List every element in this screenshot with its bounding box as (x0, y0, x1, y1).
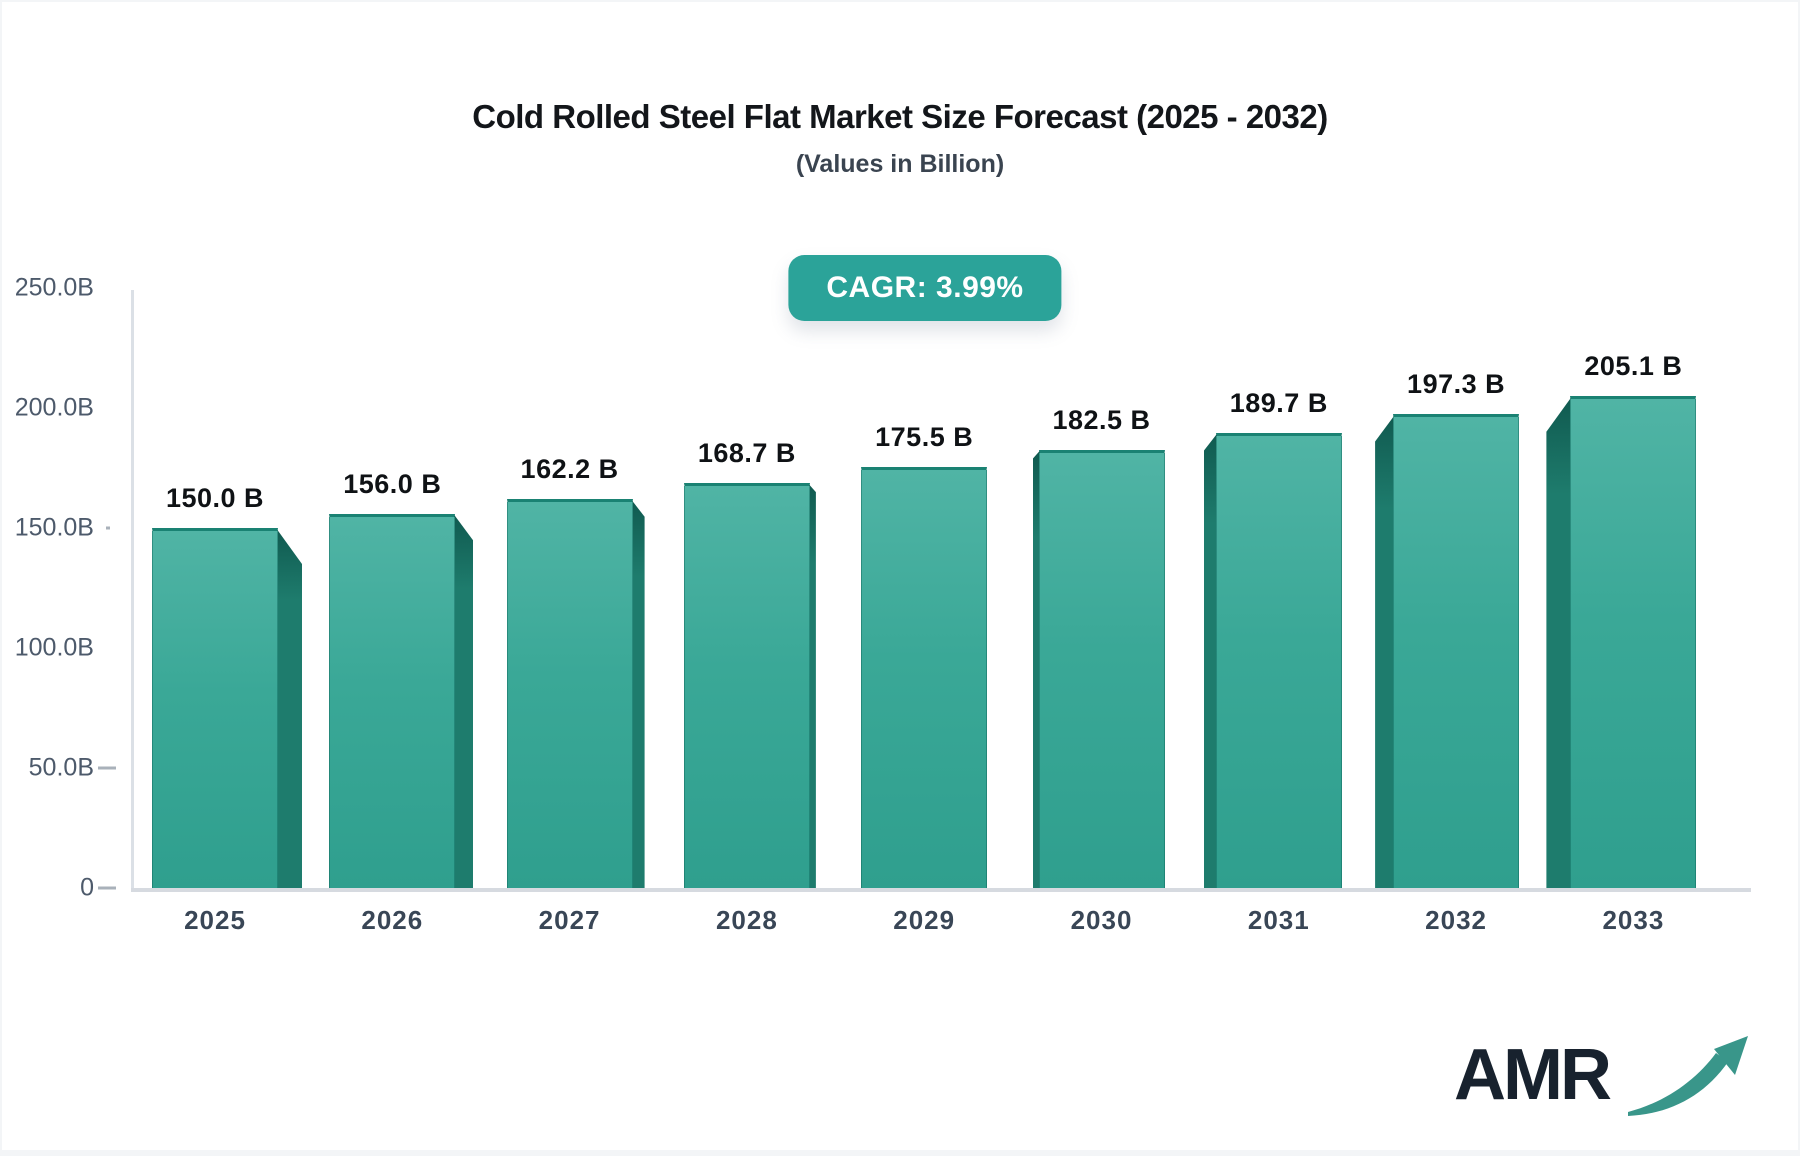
bar-value-label-2026: 156.0 B (343, 468, 442, 499)
bar-value-label-2033: 205.1 B (1584, 350, 1683, 381)
bar-value-label-2028: 168.7 B (697, 438, 796, 469)
y-axis-tick-label: 50.0B (28, 753, 94, 782)
bar-value-label-2027: 162.2 B (520, 453, 619, 484)
x-axis-label-2028: 2028 (715, 905, 778, 935)
chart-title: Cold Rolled Steel Flat Market Size Forec… (472, 98, 1328, 135)
bar-2027 (506, 498, 633, 888)
x-axis-label-2029: 2029 (893, 905, 956, 935)
y-axis-tick-mark (106, 526, 110, 530)
y-axis-tick-mark (98, 886, 116, 890)
bar-2026 (329, 513, 456, 888)
bar-side-face-2031 (1203, 432, 1218, 888)
amr-logo: AMR (1454, 1028, 1754, 1128)
bar-2033 (1570, 395, 1697, 888)
y-axis-tick-mark (98, 766, 116, 770)
chart-subtitle: (Values in Billion) (795, 150, 1005, 178)
bar-side-face-2025 (276, 528, 302, 888)
bar-side-face-2030 (1032, 450, 1041, 888)
bar-value-label-2031: 189.7 B (1229, 387, 1328, 418)
y-axis-tick-label: 100.0B (14, 633, 94, 662)
bar-value-label-2025: 150.0 B (165, 483, 265, 513)
x-axis-label-2026: 2026 (361, 905, 424, 935)
bar-side-face-2032 (1375, 414, 1396, 888)
y-axis-line (131, 290, 134, 890)
y-axis-tick-label: 0 (80, 873, 94, 902)
x-axis-label-2027: 2027 (538, 905, 601, 935)
x-axis-label-2032: 2032 (1425, 905, 1488, 935)
x-axis-label-2025: 2025 (184, 905, 246, 935)
x-axis-label-2033: 2033 (1602, 905, 1665, 935)
growth-arrow-icon (1628, 1036, 1748, 1116)
x-axis-label-2031: 2031 (1247, 905, 1310, 935)
cagr-badge: CAGR: 3.99% (788, 255, 1062, 321)
amr-logo-text: AMR (1454, 1035, 1612, 1115)
bar-value-label-2030: 182.5 B (1052, 405, 1151, 435)
bar-side-face-2028 (807, 483, 816, 888)
y-axis-tick-label: 250.0B (14, 273, 94, 302)
bar-2031 (1215, 432, 1342, 888)
bar-side-face-2026 (453, 513, 474, 888)
bar-side-face-2027 (630, 498, 645, 888)
bar-2030 (1038, 450, 1165, 888)
bar-value-label-2032: 197.3 B (1407, 369, 1506, 400)
bar-2025 (152, 528, 278, 888)
y-axis-tick-label: 150.0B (14, 513, 94, 542)
bar-2032 (1393, 414, 1520, 888)
x-axis-line (131, 888, 1751, 892)
y-axis-tick-label: 200.0B (14, 393, 94, 422)
x-axis-label-2030: 2030 (1070, 905, 1133, 935)
bar-2029 (861, 466, 988, 888)
bar-side-face-2033 (1546, 395, 1573, 888)
bar-2028 (683, 483, 810, 888)
bar-value-label-2029: 175.5 B (875, 421, 974, 452)
